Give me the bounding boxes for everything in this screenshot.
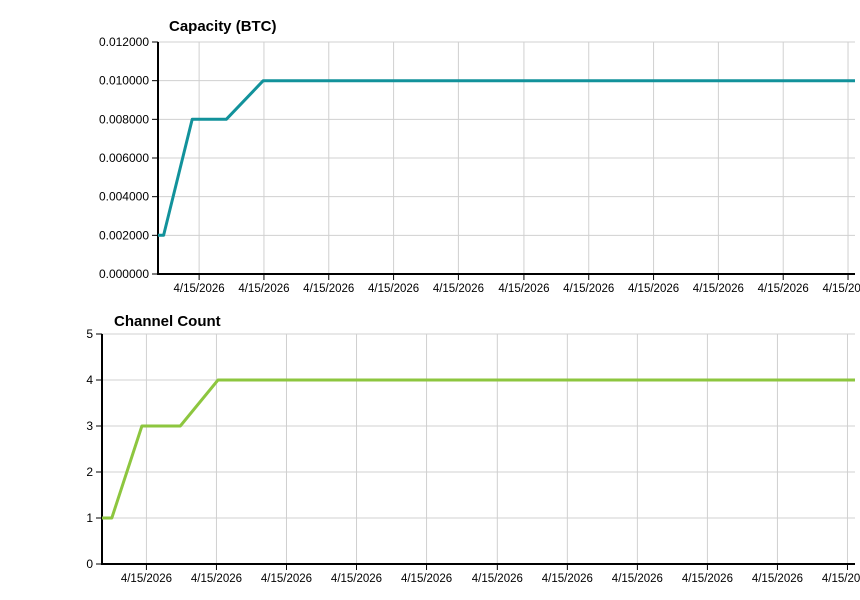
x-tick-label: 4/15/2026 [612,573,663,585]
x-tick-label: 4/15/2026 [563,283,614,295]
x-tick-label: 4/15/2026 [822,283,860,295]
y-tick-label: 1 [86,511,93,525]
y-tick-label: 0 [86,557,93,571]
channel-count-chart: Channel Count 0 1 2 3 4 5 4/15/2026 4/15/2026 4/… [40,311,860,600]
x-tick-label: 4/15/2026 [121,573,172,585]
x-tick-label: 4/15/2026 [822,573,860,585]
y-tick-label: 4 [86,373,93,387]
y-tick-label: 0.012000 [99,35,149,49]
x-tick-label: 4/15/2026 [174,283,225,295]
x-tick-label: 4/15/2026 [433,283,484,295]
y-tick-label: 0.002000 [99,228,149,242]
channel-count-chart-plot: 0 1 2 3 4 5 4/15/2026 4/15/2026 4/15/2026 4/15/20… [86,327,860,585]
x-tick-label: 4/15/2026 [542,573,593,585]
x-tick-label: 4/15/2026 [752,573,803,585]
capacity-chart-plot: 0.000000 0.002000 0.004000 0.006000 0.008000… [99,35,860,295]
channel-count-line [102,378,855,520]
x-tick-label: 4/15/2026 [693,283,744,295]
y-tick-label: 3 [86,419,93,433]
channel-count-chart-title: Channel Count [114,313,221,330]
x-tick-label: 4/15/2026 [472,573,523,585]
y-tick-label: 2 [86,465,93,479]
x-tick-label: 4/15/2026 [368,283,419,295]
x-tick-label: 4/15/2026 [331,573,382,585]
y-tick-label: 0.004000 [99,190,149,204]
capacity-line [158,79,855,237]
capacity-chart-title: Capacity (BTC) [169,18,277,35]
x-tick-label: 4/15/2026 [401,573,452,585]
x-tick-label: 4/15/2026 [238,283,289,295]
y-tick-label: 0.010000 [99,74,149,88]
x-tick-label: 4/15/2026 [682,573,733,585]
capacity-chart: Capacity (BTC) 0.000000 0.002000 0.004000 0… [40,16,860,311]
y-tick-label: 5 [86,327,93,341]
x-tick-label: 4/15/2026 [303,283,354,295]
x-tick-label: 4/15/2026 [261,573,312,585]
y-tick-label: 0.006000 [99,151,149,165]
y-tick-label: 0.008000 [99,112,149,126]
x-tick-label: 4/15/2026 [191,573,242,585]
x-tick-label: 4/15/2026 [758,283,809,295]
y-tick-label: 0.000000 [99,267,149,281]
x-tick-label: 4/15/2026 [498,283,549,295]
x-tick-label: 4/15/2026 [628,283,679,295]
